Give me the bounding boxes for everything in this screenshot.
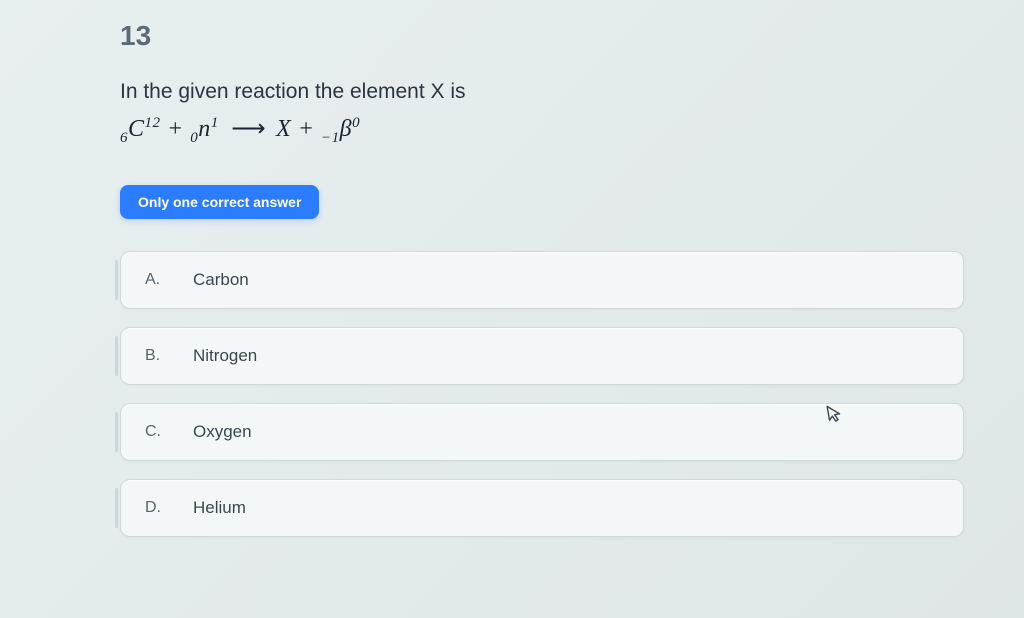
option-letter: B. xyxy=(145,347,169,365)
eq-base: n xyxy=(198,116,211,142)
question-equation: 6C12 + 0n1 ⟶ X + −1β0 xyxy=(120,114,964,147)
eq-sub: 6 xyxy=(120,130,128,146)
option-letter: C. xyxy=(145,423,169,441)
option-d[interactable]: D. Helium xyxy=(120,479,964,537)
option-c[interactable]: C. Oxygen xyxy=(120,403,964,461)
eq-right: X xyxy=(276,116,291,142)
option-text: Nitrogen xyxy=(193,346,257,366)
eq-sub: −1 xyxy=(321,130,340,146)
option-letter: A. xyxy=(145,271,169,289)
eq-arrow: ⟶ xyxy=(231,114,263,143)
eq-plus: + xyxy=(161,116,191,142)
eq-sup: 1 xyxy=(211,115,219,131)
option-text: Carbon xyxy=(193,270,249,290)
option-text: Oxygen xyxy=(193,422,252,442)
options-list: A. Carbon B. Nitrogen C. Oxygen D. Heliu… xyxy=(120,251,964,537)
option-letter: D. xyxy=(145,499,169,517)
option-text: Helium xyxy=(193,498,246,518)
option-a[interactable]: A. Carbon xyxy=(120,251,964,309)
answer-type-badge: Only one correct answer xyxy=(120,185,319,219)
question-number: 13 xyxy=(120,20,964,52)
eq-sup: 0 xyxy=(352,115,360,131)
eq-base: C xyxy=(128,116,145,142)
eq-sup: 12 xyxy=(145,115,161,131)
eq-base: β xyxy=(340,116,352,142)
question-prompt: In the given reaction the element X is xyxy=(120,80,964,104)
eq-plus: + xyxy=(291,116,321,142)
option-b[interactable]: B. Nitrogen xyxy=(120,327,964,385)
